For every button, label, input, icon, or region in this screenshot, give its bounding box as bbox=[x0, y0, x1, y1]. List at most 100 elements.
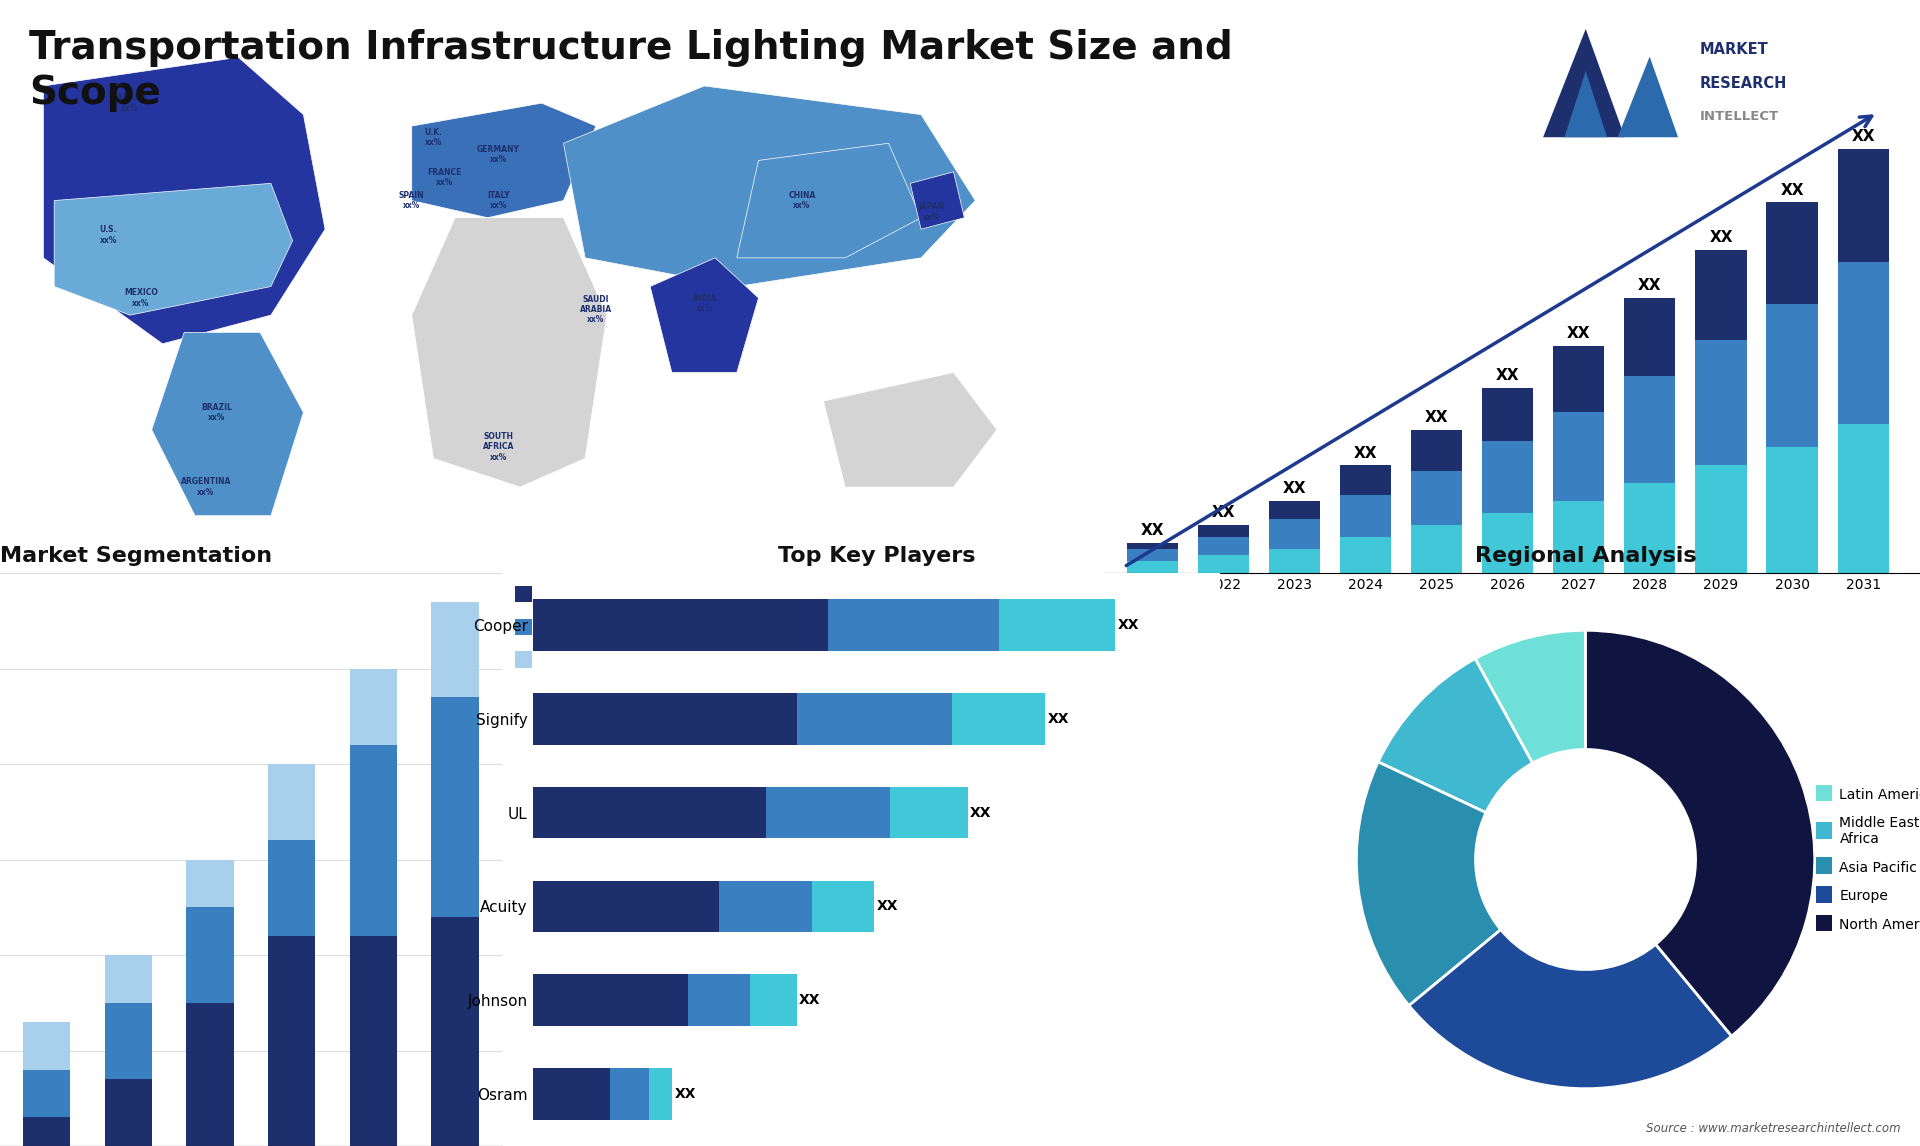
Bar bbox=[1340, 495, 1392, 537]
Bar bbox=[766, 787, 891, 839]
Bar bbox=[751, 974, 797, 1026]
Bar bbox=[532, 974, 687, 1026]
Text: U.S.
xx%: U.S. xx% bbox=[100, 226, 117, 244]
Bar bbox=[186, 908, 234, 1003]
Polygon shape bbox=[737, 143, 922, 258]
Bar bbox=[1198, 525, 1250, 537]
Bar bbox=[1766, 447, 1818, 573]
Bar bbox=[186, 1003, 234, 1146]
Polygon shape bbox=[824, 372, 996, 487]
Text: SOUTH
AFRICA
xx%: SOUTH AFRICA xx% bbox=[482, 432, 515, 462]
Text: BRAZIL
xx%: BRAZIL xx% bbox=[202, 403, 232, 422]
Bar bbox=[720, 880, 812, 932]
Text: INTELLECT: INTELLECT bbox=[1699, 110, 1778, 124]
Text: XX: XX bbox=[1354, 446, 1377, 461]
Bar bbox=[532, 880, 720, 932]
Bar bbox=[23, 1022, 71, 1069]
Text: MARKET: MARKET bbox=[1699, 42, 1768, 57]
Polygon shape bbox=[54, 183, 292, 315]
Wedge shape bbox=[1586, 630, 1814, 1036]
Text: SAUDI
ARABIA
xx%: SAUDI ARABIA xx% bbox=[580, 295, 612, 324]
Title: Regional Analysis: Regional Analysis bbox=[1475, 545, 1697, 566]
Bar bbox=[532, 787, 766, 839]
Wedge shape bbox=[1475, 630, 1586, 763]
Bar bbox=[649, 1068, 672, 1120]
Text: Market Segmentation: Market Segmentation bbox=[0, 545, 273, 566]
Polygon shape bbox=[651, 258, 758, 372]
Text: XX: XX bbox=[1283, 481, 1306, 496]
Text: XX: XX bbox=[1638, 278, 1661, 293]
Bar bbox=[812, 880, 874, 932]
Text: XX: XX bbox=[1048, 712, 1069, 725]
Bar bbox=[349, 668, 397, 745]
Text: CHINA
xx%: CHINA xx% bbox=[787, 191, 816, 210]
Bar bbox=[828, 599, 998, 651]
Bar bbox=[687, 974, 751, 1026]
Text: Source : www.marketresearchintellect.com: Source : www.marketresearchintellect.com bbox=[1645, 1122, 1901, 1135]
Text: ARGENTINA
xx%: ARGENTINA xx% bbox=[180, 478, 230, 496]
Bar bbox=[532, 599, 828, 651]
Bar bbox=[1695, 465, 1747, 573]
Text: XX: XX bbox=[1567, 327, 1590, 342]
Text: GERMANY
xx%: GERMANY xx% bbox=[476, 146, 520, 164]
Polygon shape bbox=[44, 57, 324, 344]
Polygon shape bbox=[910, 172, 964, 229]
Bar bbox=[1127, 543, 1177, 549]
Wedge shape bbox=[1379, 659, 1532, 813]
Text: XX: XX bbox=[877, 900, 899, 913]
Text: CANADA
xx%: CANADA xx% bbox=[111, 94, 148, 112]
Polygon shape bbox=[563, 86, 975, 286]
Bar bbox=[1340, 537, 1392, 573]
Bar bbox=[611, 1068, 649, 1120]
Legend: Latin America, Middle East &
Africa, Asia Pacific, Europe, North America: Latin America, Middle East & Africa, Asi… bbox=[1811, 782, 1920, 937]
Bar bbox=[1411, 430, 1463, 471]
Wedge shape bbox=[1409, 929, 1732, 1089]
Text: XX: XX bbox=[1212, 505, 1235, 520]
Text: XX: XX bbox=[1780, 182, 1803, 197]
Bar bbox=[1837, 424, 1889, 573]
Text: XX: XX bbox=[799, 994, 820, 1007]
Bar bbox=[1127, 562, 1177, 573]
Bar bbox=[1553, 411, 1605, 501]
Polygon shape bbox=[152, 332, 303, 516]
Polygon shape bbox=[411, 218, 607, 487]
Text: XX: XX bbox=[1709, 230, 1732, 245]
Wedge shape bbox=[1356, 762, 1501, 1005]
Bar bbox=[104, 955, 152, 1003]
Bar bbox=[432, 917, 478, 1146]
Bar bbox=[104, 1003, 152, 1080]
Bar bbox=[1766, 304, 1818, 447]
Text: RESEARCH: RESEARCH bbox=[1699, 76, 1788, 91]
Text: XX: XX bbox=[1117, 618, 1139, 631]
Bar bbox=[1269, 501, 1321, 519]
Bar bbox=[1482, 441, 1534, 513]
Bar bbox=[1198, 555, 1250, 573]
Bar bbox=[186, 860, 234, 908]
Polygon shape bbox=[1544, 29, 1624, 138]
Bar bbox=[432, 697, 478, 917]
Bar bbox=[1198, 537, 1250, 555]
Bar bbox=[1553, 501, 1605, 573]
Text: XX: XX bbox=[1425, 410, 1448, 425]
Text: FRANCE
xx%: FRANCE xx% bbox=[426, 168, 461, 187]
Bar bbox=[1411, 525, 1463, 573]
Bar bbox=[532, 693, 797, 745]
Bar bbox=[952, 693, 1044, 745]
Polygon shape bbox=[411, 103, 595, 218]
Bar bbox=[104, 1080, 152, 1146]
Bar bbox=[1695, 250, 1747, 340]
Bar bbox=[1127, 549, 1177, 562]
Bar bbox=[1411, 471, 1463, 525]
Text: U.K.
xx%: U.K. xx% bbox=[424, 128, 442, 147]
Bar bbox=[1340, 465, 1392, 495]
Bar bbox=[1766, 203, 1818, 304]
Bar bbox=[998, 599, 1116, 651]
Bar bbox=[1837, 262, 1889, 424]
Text: XX: XX bbox=[1140, 524, 1164, 539]
Bar bbox=[1482, 513, 1534, 573]
Bar bbox=[23, 1117, 71, 1146]
Text: MEXICO
xx%: MEXICO xx% bbox=[125, 289, 157, 307]
Bar bbox=[269, 764, 315, 840]
Polygon shape bbox=[1565, 71, 1607, 138]
Bar bbox=[1837, 149, 1889, 262]
